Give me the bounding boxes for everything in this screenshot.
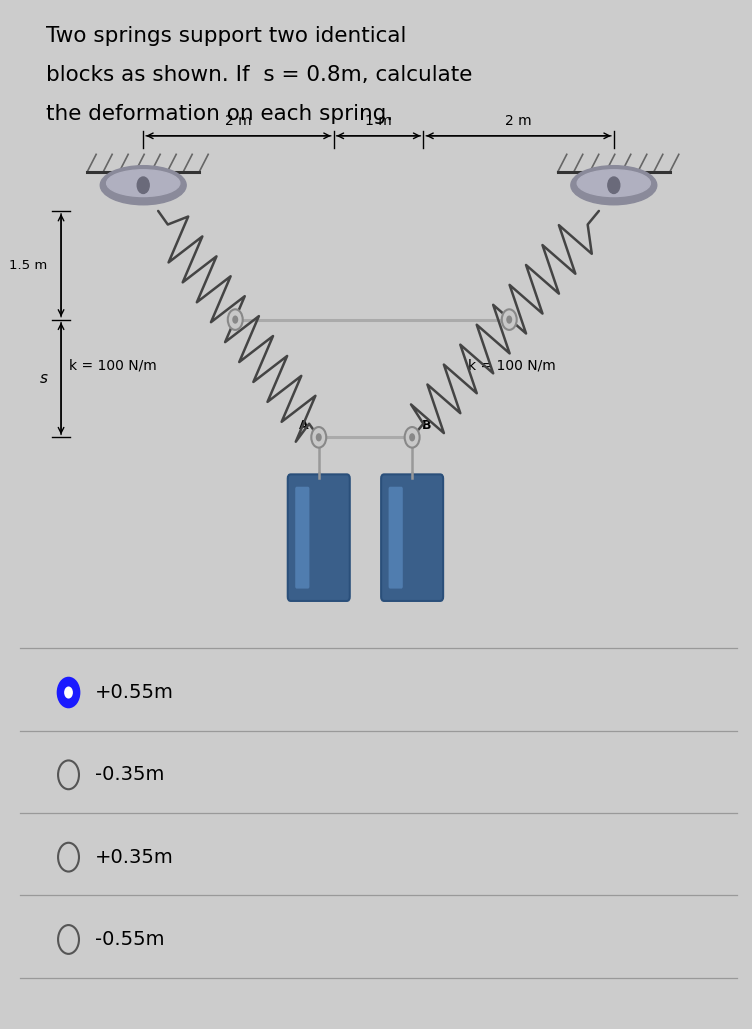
Circle shape [311,427,326,448]
FancyBboxPatch shape [389,487,403,589]
Text: the deformation on each spring.: the deformation on each spring. [46,104,393,123]
Text: -0.55m: -0.55m [95,930,164,949]
Circle shape [228,310,243,330]
Circle shape [138,177,149,193]
Circle shape [316,433,322,441]
Text: +0.55m: +0.55m [95,683,174,702]
Ellipse shape [107,170,180,197]
Circle shape [58,678,79,707]
Text: D: D [605,188,617,203]
Text: A: A [299,419,309,432]
Text: blocks as shown. If  s = 0.8m, calculate: blocks as shown. If s = 0.8m, calculate [46,65,472,84]
Circle shape [608,177,620,193]
Circle shape [506,316,512,324]
Circle shape [232,316,238,324]
Text: -0.35m: -0.35m [95,766,164,784]
Circle shape [409,433,415,441]
FancyBboxPatch shape [381,474,443,601]
Text: +0.35m: +0.35m [95,848,174,866]
Text: 1.5 m: 1.5 m [9,258,47,272]
Text: 1 m: 1 m [365,113,392,128]
Circle shape [502,310,517,330]
Text: Two springs support two identical: Two springs support two identical [46,26,407,45]
Text: k = 100 N/m: k = 100 N/m [68,358,156,372]
FancyBboxPatch shape [288,474,350,601]
Text: s: s [40,371,47,386]
Text: 2 m: 2 m [505,113,532,128]
Circle shape [405,427,420,448]
Text: k = 100 N/m: k = 100 N/m [468,358,556,372]
Ellipse shape [578,170,650,197]
Text: C: C [142,188,152,203]
Ellipse shape [100,166,186,205]
FancyBboxPatch shape [296,487,309,589]
Text: B: B [422,419,432,432]
Text: 2 m: 2 m [225,113,252,128]
Circle shape [64,686,73,699]
Ellipse shape [571,166,656,205]
